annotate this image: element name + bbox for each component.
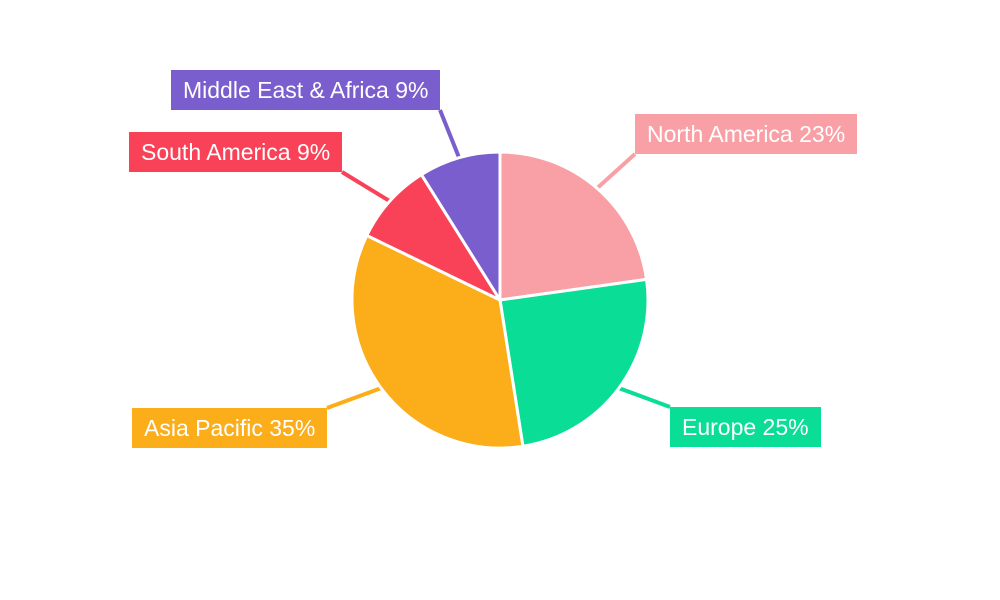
callout-label-middle-east-africa: Middle East & Africa 9% bbox=[171, 70, 441, 110]
pie-slice-north-america bbox=[498, 150, 649, 302]
callout-label-south-america: South America 9% bbox=[129, 132, 343, 172]
pie-slice-south-america bbox=[365, 173, 502, 302]
leader-line-south-america bbox=[340, 170, 391, 203]
callout-label-asia-pacific: Asia Pacific 35% bbox=[132, 408, 328, 448]
leader-line-asia-pacific bbox=[326, 386, 382, 410]
leader-line-europe bbox=[618, 386, 671, 409]
pie-slice-middle-east-africa bbox=[419, 150, 502, 302]
pie-slice-europe bbox=[498, 277, 650, 448]
leader-line-north-america bbox=[595, 152, 637, 190]
callout-label-north-america: North America 23% bbox=[635, 114, 858, 154]
callout-label-europe: Europe 25% bbox=[670, 407, 821, 447]
pie-slice-asia-pacific bbox=[350, 233, 525, 450]
leader-line-middle-east-africa bbox=[438, 109, 461, 159]
